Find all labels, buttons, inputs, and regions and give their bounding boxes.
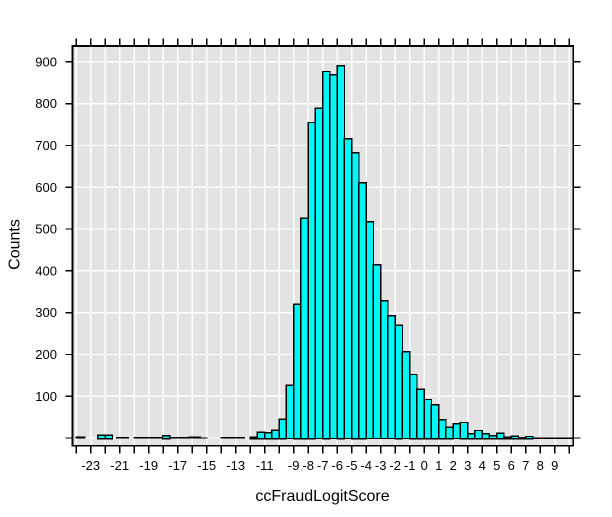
svg-text:-2: -2 [389, 458, 401, 473]
svg-text:8: 8 [537, 458, 544, 473]
svg-text:-19: -19 [139, 458, 158, 473]
svg-text:1: 1 [435, 458, 442, 473]
svg-text:4: 4 [479, 458, 486, 473]
svg-text:300: 300 [35, 305, 57, 320]
svg-text:-8: -8 [302, 458, 314, 473]
svg-text:-1: -1 [404, 458, 416, 473]
svg-text:800: 800 [35, 96, 57, 111]
svg-text:-23: -23 [81, 458, 100, 473]
svg-text:-13: -13 [226, 458, 245, 473]
svg-text:-7: -7 [317, 458, 329, 473]
svg-text:Counts: Counts [7, 219, 24, 270]
svg-text:200: 200 [35, 347, 57, 362]
svg-text:-3: -3 [375, 458, 387, 473]
svg-text:5: 5 [493, 458, 500, 473]
svg-text:ccFraudLogitScore: ccFraudLogitScore [255, 488, 389, 505]
svg-text:-9: -9 [288, 458, 300, 473]
svg-text:500: 500 [35, 222, 57, 237]
svg-text:900: 900 [35, 54, 57, 69]
svg-text:0: 0 [421, 458, 428, 473]
svg-text:3: 3 [464, 458, 471, 473]
svg-text:400: 400 [35, 263, 57, 278]
svg-text:-6: -6 [331, 458, 343, 473]
svg-text:-4: -4 [360, 458, 372, 473]
svg-text:6: 6 [508, 458, 515, 473]
svg-text:100: 100 [35, 389, 57, 404]
svg-text:-15: -15 [197, 458, 216, 473]
svg-text:7: 7 [522, 458, 529, 473]
svg-text:-5: -5 [346, 458, 358, 473]
svg-text:-17: -17 [168, 458, 187, 473]
svg-text:2: 2 [450, 458, 457, 473]
svg-text:-11: -11 [256, 458, 274, 473]
svg-text:600: 600 [35, 180, 57, 195]
svg-text:-21: -21 [110, 458, 129, 473]
svg-text:700: 700 [35, 138, 57, 153]
svg-text:9: 9 [551, 458, 558, 473]
